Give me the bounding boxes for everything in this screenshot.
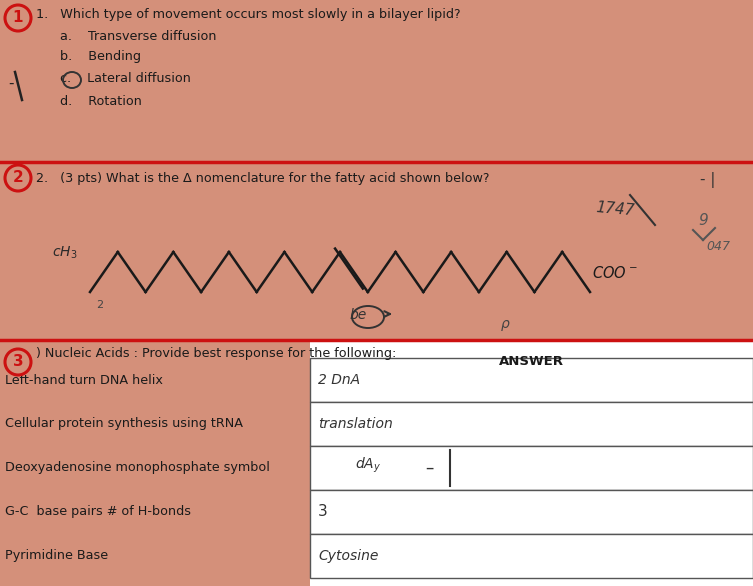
- Text: - |: - |: [700, 172, 715, 188]
- Bar: [310, 340, 753, 586]
- Text: $dA_y$: $dA_y$: [355, 455, 381, 475]
- Text: translation: translation: [318, 417, 393, 431]
- Text: a.    Transverse diffusion: a. Transverse diffusion: [60, 30, 217, 43]
- Text: 2.   (3 pts) What is the Δ nomenclature for the fatty acid shown below?: 2. (3 pts) What is the Δ nomenclature fo…: [36, 172, 489, 185]
- Text: 1: 1: [13, 11, 23, 26]
- Text: $\rho$: $\rho$: [500, 318, 511, 333]
- Text: 047: 047: [706, 240, 730, 253]
- Text: ) Nucleic Acids : Provide best response for the following:: ) Nucleic Acids : Provide best response …: [36, 347, 396, 360]
- Text: 2 DnA: 2 DnA: [318, 373, 360, 387]
- Text: Cytosine: Cytosine: [318, 549, 378, 563]
- Text: Deoxyadenosine monophosphate symbol: Deoxyadenosine monophosphate symbol: [5, 462, 270, 475]
- Text: c.    Lateral diffusion: c. Lateral diffusion: [60, 72, 191, 85]
- Text: b.    Bending: b. Bending: [60, 50, 141, 63]
- Text: Cellular protein synthesis using tRNA: Cellular protein synthesis using tRNA: [5, 417, 243, 431]
- Text: 3: 3: [318, 505, 328, 520]
- Text: 3: 3: [13, 355, 23, 370]
- Text: be: be: [350, 308, 367, 322]
- Bar: [310, 402, 753, 446]
- Text: Pyrimidine Base: Pyrimidine Base: [5, 550, 108, 563]
- Text: ANSWER: ANSWER: [499, 355, 564, 368]
- Text: 2: 2: [13, 171, 23, 186]
- Text: 9: 9: [698, 213, 708, 228]
- Text: 1747: 1747: [595, 200, 636, 219]
- Text: -: -: [8, 76, 14, 90]
- Text: –: –: [425, 459, 434, 477]
- Text: G-C  base pairs # of H-bonds: G-C base pairs # of H-bonds: [5, 506, 191, 519]
- Text: 1.   Which type of movement occurs most slowly in a bilayer lipid?: 1. Which type of movement occurs most sl…: [36, 8, 461, 21]
- Text: Left-hand turn DNA helix: Left-hand turn DNA helix: [5, 373, 163, 387]
- Bar: [310, 490, 753, 534]
- Text: d.    Rotation: d. Rotation: [60, 95, 142, 108]
- Bar: [310, 534, 753, 578]
- Text: $cH_3$: $cH_3$: [52, 245, 78, 261]
- Bar: [310, 446, 753, 490]
- Bar: [310, 358, 753, 402]
- Text: 2: 2: [96, 300, 103, 310]
- Text: $COO^-$: $COO^-$: [592, 265, 638, 281]
